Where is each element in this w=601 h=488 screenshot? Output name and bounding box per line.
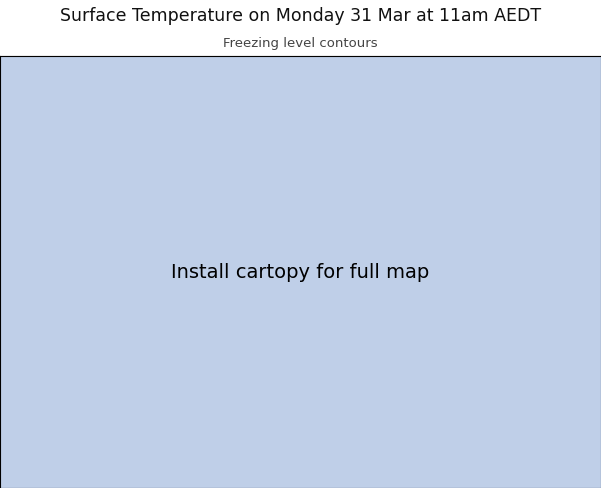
Text: Surface Temperature on Monday 31 Mar at 11am AEDT: Surface Temperature on Monday 31 Mar at …: [60, 7, 541, 25]
Text: Install cartopy for full map: Install cartopy for full map: [171, 263, 430, 282]
Text: Freezing level contours: Freezing level contours: [223, 37, 378, 50]
